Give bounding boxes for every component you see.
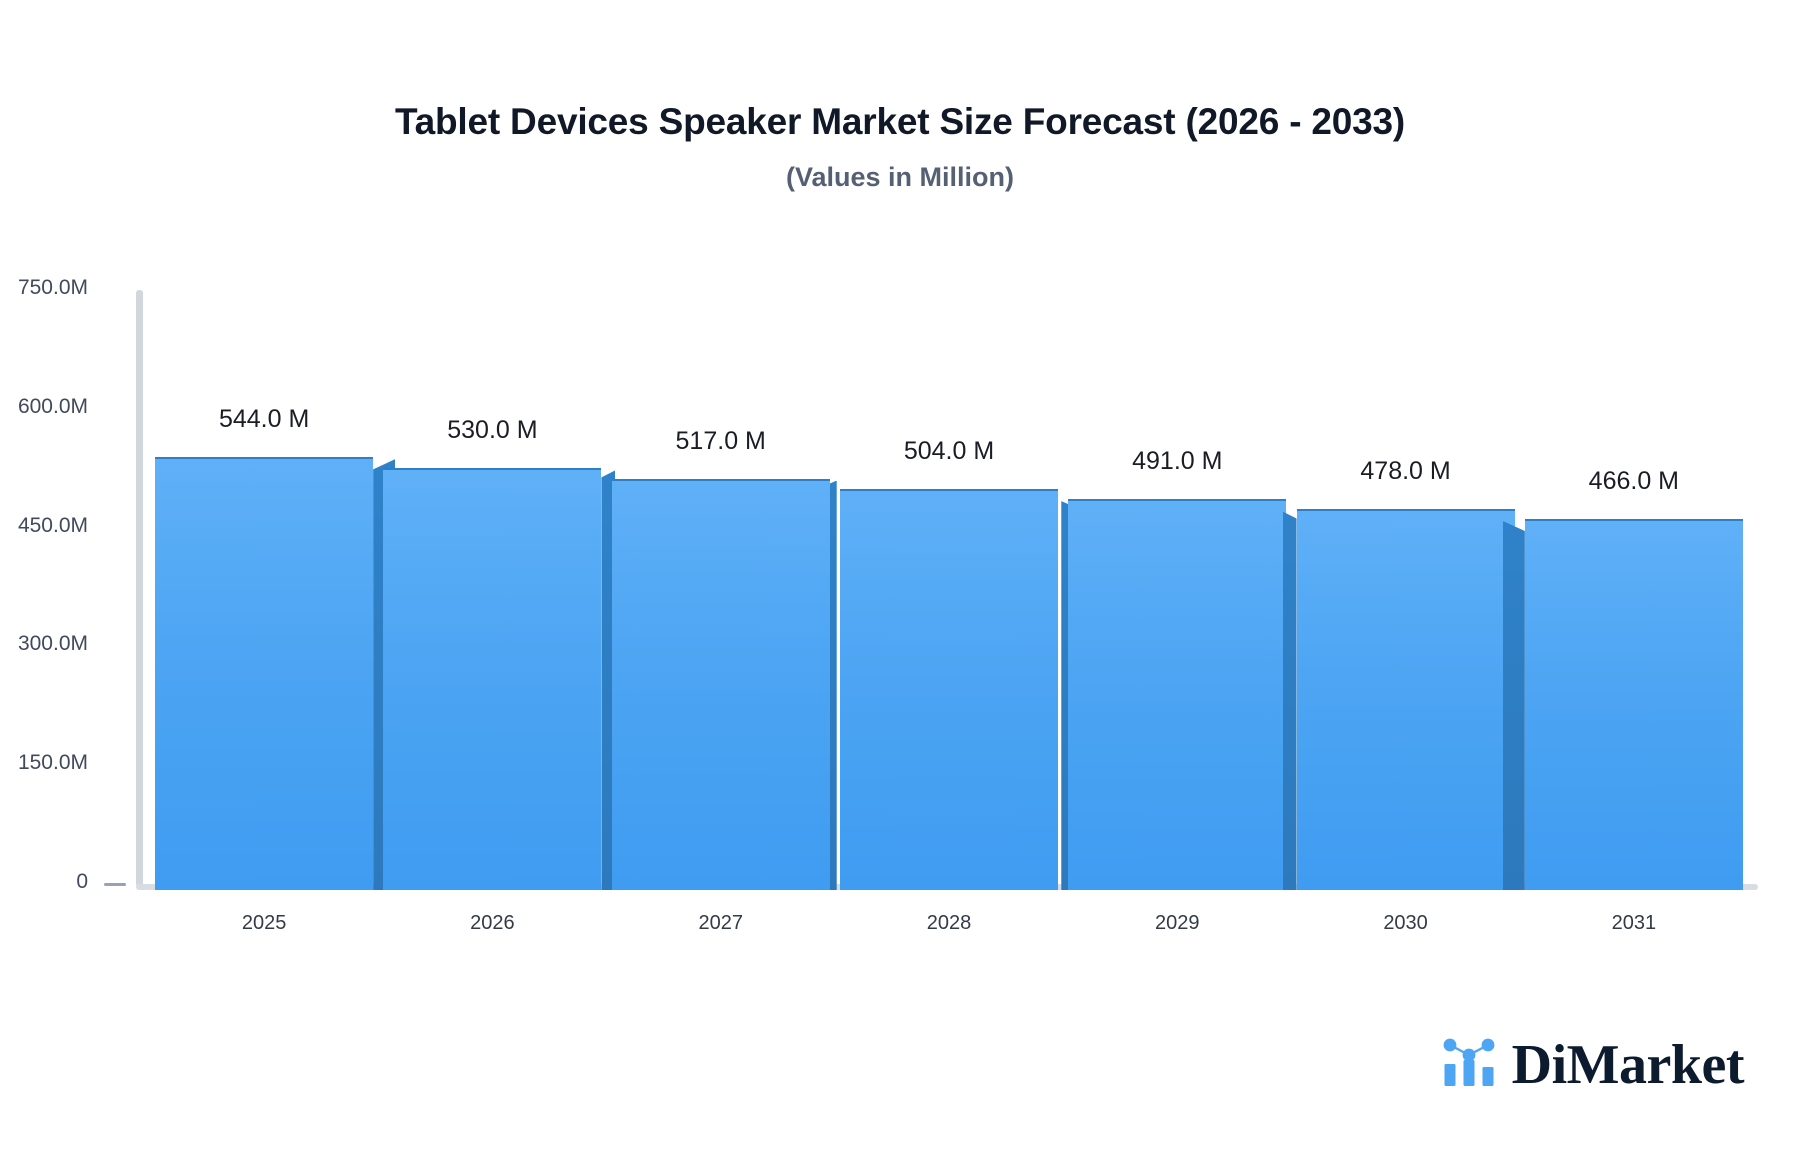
bar-front-face (155, 457, 374, 890)
y-tick-label: 600.0M (17, 394, 88, 418)
x-tick-label: 2030 (1383, 912, 1428, 934)
y-tick-label: 750.0M (17, 276, 88, 299)
bar[interactable] (1061, 499, 1287, 890)
bar-front-face (383, 468, 602, 890)
chart-subtitle: (Values in Million) (785, 162, 1015, 193)
bar-front-face (611, 478, 830, 890)
bar-side-face (1502, 520, 1525, 890)
bar-value-label: 491.0 M (1132, 447, 1223, 476)
bar[interactable] (383, 468, 616, 890)
bar-side-face (829, 480, 837, 890)
x-tick-label: 2028 (926, 912, 972, 934)
x-tick-label: 2029 (1155, 912, 1200, 934)
bar-chart-dots-icon (1442, 1036, 1496, 1093)
bar-side-face (1061, 501, 1069, 890)
bar-value-label: 466.0 M (1588, 466, 1680, 495)
bar[interactable] (1502, 518, 1743, 890)
chart-title: Tablet Devices Speaker Market Size Forec… (394, 101, 1406, 142)
x-tick-label: 2025 (241, 912, 287, 934)
bar[interactable] (840, 488, 1058, 890)
bar[interactable] (1282, 509, 1515, 890)
brand-name: DiMarket (1511, 1033, 1745, 1096)
y-tick-label: 450.0M (17, 513, 88, 537)
bar-value-label: 517.0 M (675, 426, 766, 455)
x-tick-label: 2027 (698, 912, 743, 934)
brand-logo: DiMarket (1442, 1033, 1745, 1096)
bar-front-face (1524, 518, 1743, 890)
bar-value-label: 530.0 M (447, 416, 538, 445)
bar-value-label: 478.0 M (1360, 457, 1451, 486)
bar-front-face (840, 488, 1058, 890)
y-axis-line (136, 290, 143, 887)
y-tick-label: 0 (76, 870, 88, 893)
x-tick-label: 2026 (470, 912, 515, 934)
bar-value-label: 544.0 M (218, 405, 310, 434)
y-tick-label: 300.0M (17, 632, 88, 656)
title-block: Tablet Devices Speaker Market Size Forec… (0, 100, 1800, 193)
x-tick-label: 2031 (1611, 912, 1657, 934)
bar[interactable] (155, 457, 396, 890)
bar-value-label: 504.0 M (903, 436, 995, 465)
bar[interactable] (611, 478, 837, 890)
bar-side-face (1282, 511, 1297, 890)
bar-front-face (1068, 499, 1287, 890)
y-tick-mark (104, 883, 126, 886)
y-tick-label: 150.0M (17, 751, 88, 775)
bar-front-face (1296, 509, 1515, 890)
